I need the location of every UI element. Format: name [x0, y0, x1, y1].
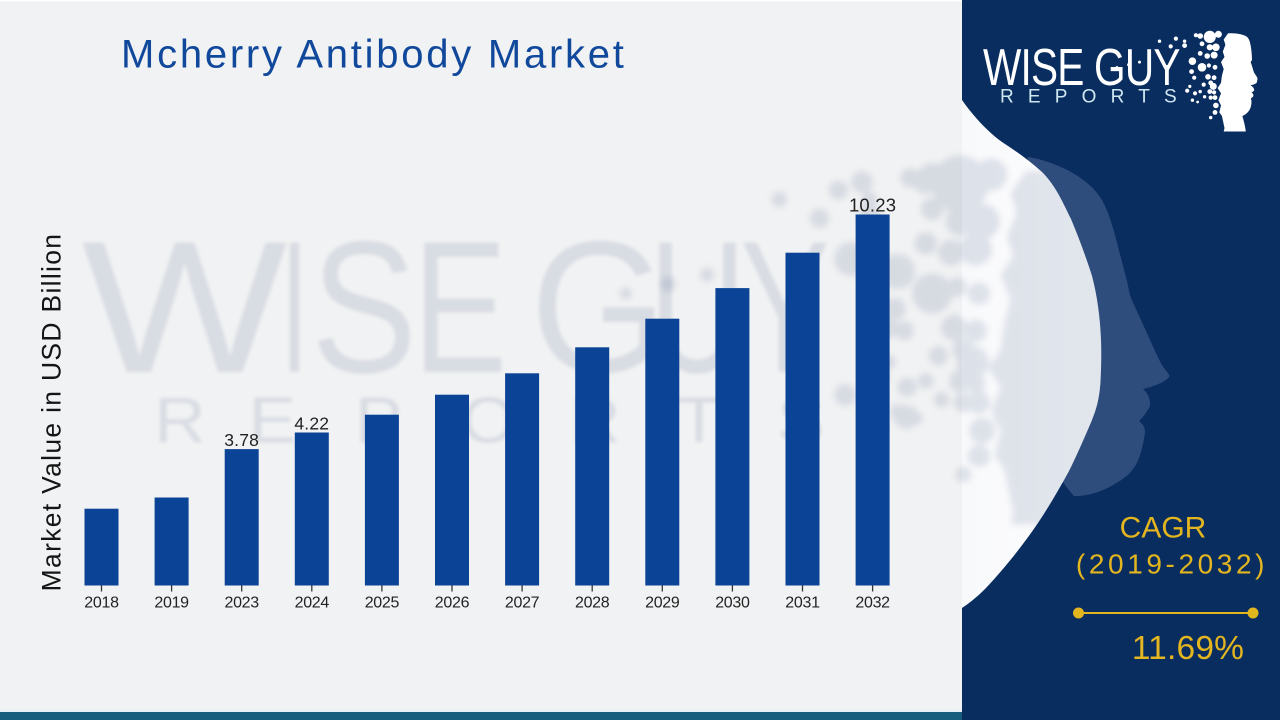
svg-text:2030: 2030 [715, 595, 750, 612]
svg-text:E: E [413, 203, 508, 413]
svg-text:T: T [677, 384, 721, 456]
svg-text:2028: 2028 [575, 595, 610, 612]
svg-text:4.22: 4.22 [294, 413, 329, 433]
svg-text:R: R [154, 384, 206, 456]
svg-text:2018: 2018 [84, 595, 119, 612]
svg-text:W: W [82, 203, 288, 413]
svg-text:2026: 2026 [435, 595, 470, 612]
svg-text:WISE GUY: WISE GUY [983, 38, 1180, 96]
svg-text:Mcherry Antibody Market: Mcherry Antibody Market [121, 33, 627, 77]
svg-text:I: I [280, 203, 308, 413]
svg-text:Market Value in USD Billion: Market Value in USD Billion [37, 233, 67, 592]
svg-text:2029: 2029 [645, 595, 680, 612]
svg-text:2032: 2032 [855, 595, 890, 612]
svg-text:2023: 2023 [224, 595, 259, 612]
svg-text:REPORTS: REPORTS [1000, 87, 1191, 108]
svg-text:11.69%: 11.69% [1132, 630, 1244, 667]
svg-text:3.78: 3.78 [224, 430, 259, 450]
svg-text:(2019-2032): (2019-2032) [1076, 549, 1268, 580]
svg-text:CAGR: CAGR [1120, 512, 1207, 545]
svg-text:2031: 2031 [785, 595, 820, 612]
svg-text:E: E [249, 384, 297, 456]
svg-text:2025: 2025 [365, 595, 400, 612]
svg-text:2019: 2019 [154, 595, 189, 612]
svg-text:S: S [311, 201, 417, 412]
svg-text:2027: 2027 [505, 595, 540, 612]
svg-text:10.23: 10.23 [849, 194, 896, 215]
svg-text:2024: 2024 [295, 595, 330, 612]
